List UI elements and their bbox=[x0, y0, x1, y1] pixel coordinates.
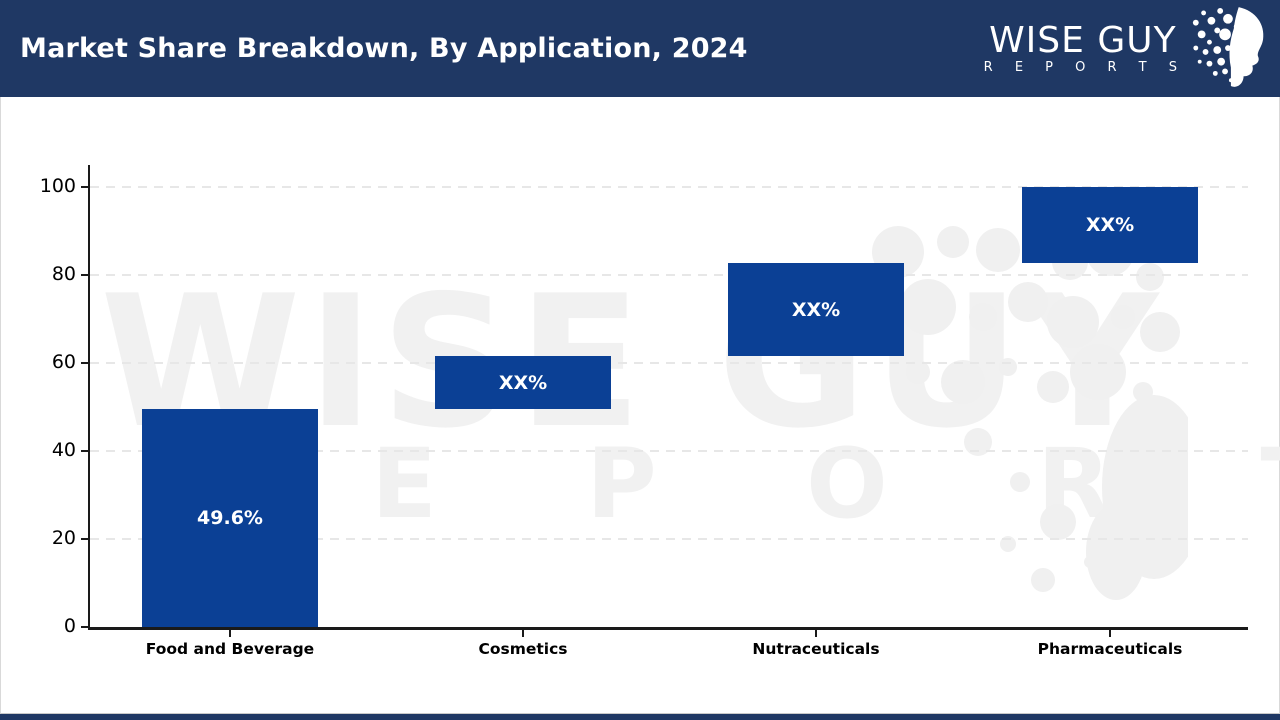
bar-value-label-cosmetics: XX% bbox=[498, 371, 548, 394]
y-tick-0 bbox=[81, 626, 88, 628]
y-tick-label-40: 40 bbox=[51, 439, 76, 461]
y-axis-line bbox=[88, 165, 90, 629]
watermark-face-dots bbox=[872, 226, 1188, 600]
brand-logo-text: WISE GUY R E P O R T S bbox=[980, 19, 1186, 76]
y-tick-label-100: 100 bbox=[39, 175, 76, 197]
bar-cosmetics: XX% bbox=[435, 356, 611, 409]
y-tick-80 bbox=[81, 274, 88, 276]
y-tick-label-60: 60 bbox=[51, 351, 76, 373]
y-tick-100 bbox=[81, 186, 88, 188]
brand-name: WISE GUY bbox=[989, 19, 1177, 61]
category-label-nutraceuticals: Nutraceuticals bbox=[752, 640, 880, 658]
chart-title: Market Share Breakdown, By Application, … bbox=[20, 33, 748, 64]
category-label-cosmetics: Cosmetics bbox=[478, 640, 568, 658]
x-tick-food-and-beverage bbox=[229, 630, 231, 637]
category-label-pharmaceuticals: Pharmaceuticals bbox=[1037, 640, 1183, 658]
x-tick-nutraceuticals bbox=[815, 630, 817, 637]
y-tick-label-80: 80 bbox=[51, 263, 76, 285]
gridline-80 bbox=[90, 274, 1248, 276]
gridline-100 bbox=[90, 186, 1248, 188]
brand-face-icon bbox=[1192, 6, 1264, 87]
bar-food-and-beverage: 49.6% bbox=[142, 408, 318, 627]
x-tick-pharmaceuticals bbox=[1109, 630, 1111, 637]
bar-value-label-pharmaceuticals: XX% bbox=[1085, 214, 1135, 237]
y-tick-label-20: 20 bbox=[51, 527, 76, 549]
bar-value-label-food-and-beverage: 49.6% bbox=[197, 506, 263, 529]
bar-value-label-nutraceuticals: XX% bbox=[791, 298, 841, 321]
brand-subname: R E P O R T S bbox=[983, 60, 1186, 76]
bar-nutraceuticals: XX% bbox=[728, 263, 904, 357]
gridline-60 bbox=[90, 362, 1248, 364]
y-tick-60 bbox=[81, 362, 88, 364]
y-tick-label-0: 0 bbox=[63, 615, 76, 637]
footer-bar bbox=[0, 714, 1280, 720]
bar-pharmaceuticals: XX% bbox=[1022, 187, 1198, 264]
watermark-text-line2: R E P O R T S bbox=[148, 428, 1280, 540]
brand-logo: WISE GUY R E P O R T S bbox=[980, 5, 1280, 93]
gridline-20 bbox=[90, 538, 1248, 540]
y-tick-40 bbox=[81, 450, 88, 452]
x-axis-line bbox=[88, 627, 1248, 630]
x-tick-cosmetics bbox=[522, 630, 524, 637]
category-label-food-and-beverage: Food and Beverage bbox=[145, 640, 315, 658]
header-bar: Market Share Breakdown, By Application, … bbox=[0, 0, 1280, 97]
gridline-40 bbox=[90, 450, 1248, 452]
y-tick-20 bbox=[81, 538, 88, 540]
